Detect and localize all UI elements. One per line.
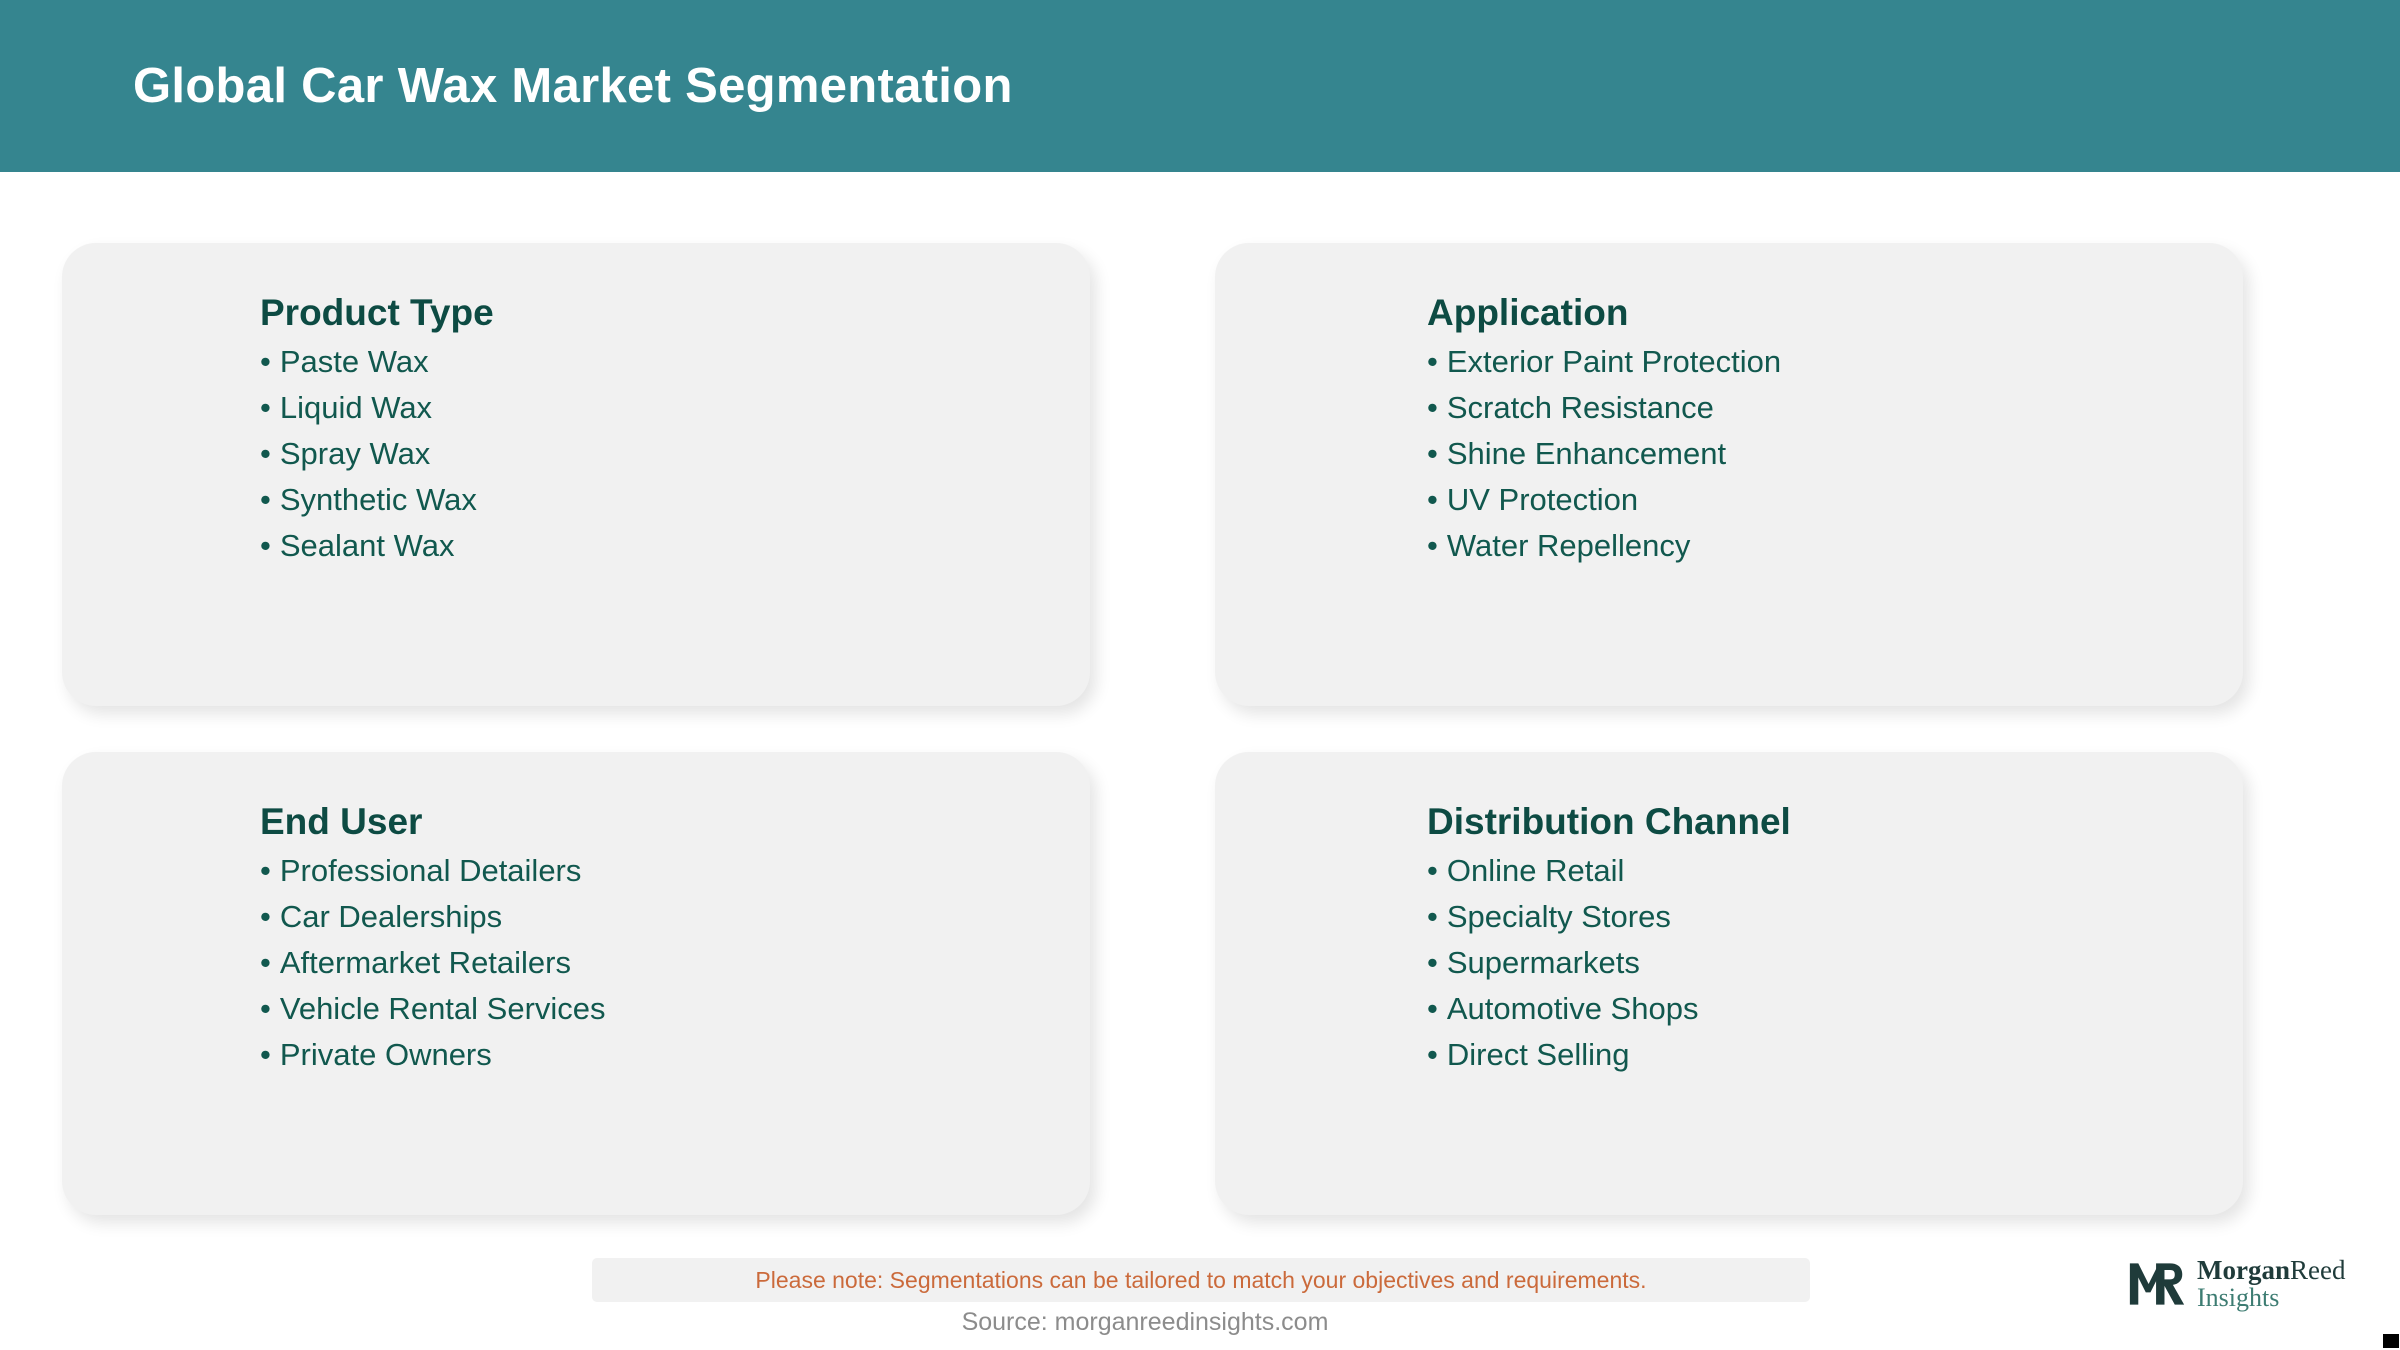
bullet-icon: • [1427, 481, 1438, 517]
bullet-icon: • [1427, 898, 1438, 934]
list-item-label: Specialty Stores [1446, 898, 1671, 934]
list-item: • Specialty Stores [1427, 894, 1791, 940]
bullet-icon: • [260, 1036, 271, 1072]
bullet-icon: • [260, 481, 271, 517]
card-body: Application • Exterior Paint Protection •… [1427, 292, 1781, 569]
list-item: • UV Protection [1427, 477, 1781, 523]
card-body: Product Type • Paste Wax • Liquid Wax • Spr… [260, 292, 494, 569]
list-item-label: Scratch Resistance [1446, 389, 1714, 425]
note-text: Please note: Segmentations can be tailor… [755, 1266, 1647, 1293]
list-item: • Shine Enhancement [1427, 431, 1781, 477]
list-item: • Liquid Wax [260, 385, 494, 431]
list-item-label: Car Dealerships [279, 898, 503, 934]
card-heading: End User [260, 801, 423, 842]
mr-monogram-icon [2129, 1263, 2185, 1305]
bullet-icon: • [1427, 944, 1438, 980]
card-item-list: • Paste Wax • Liquid Wax • Spray Wax • Synth… [260, 339, 494, 569]
list-item: • Aftermarket Retailers [260, 940, 606, 986]
bullet-icon: • [260, 852, 271, 888]
list-item-label: Synthetic Wax [279, 481, 477, 517]
footer: Please note: Segmentations can be tailor… [0, 1240, 2400, 1350]
list-item: • Exterior Paint Protection [1427, 339, 1781, 385]
list-item: • Online Retail [1427, 848, 1791, 894]
list-item-label: Shine Enhancement [1446, 435, 1727, 471]
bullet-icon: • [260, 435, 271, 471]
list-item-label: Direct Selling [1446, 1036, 1630, 1072]
list-item: • Direct Selling [1427, 1032, 1791, 1078]
logo-word-insights: Insights [2197, 1282, 2280, 1312]
list-item: • Private Owners [260, 1032, 606, 1078]
list-item: • Water Repellency [1427, 523, 1781, 569]
list-item: • Automotive Shops [1427, 986, 1791, 1032]
note-banner: Please note: Segmentations can be tailor… [592, 1258, 1810, 1302]
page-title: Global Car Wax Market Segmentation [133, 58, 1013, 113]
list-item: • Spray Wax [260, 431, 494, 477]
bullet-icon: • [260, 944, 271, 980]
bullet-icon: • [1427, 343, 1438, 379]
bullet-icon: • [260, 990, 271, 1026]
logo-word-morgan: Morgan [2197, 1255, 2290, 1285]
bullet-icon: • [260, 343, 271, 379]
list-item: • Paste Wax [260, 339, 494, 385]
list-item-label: Paste Wax [279, 343, 429, 379]
card-body: End User • Professional Detailers • Car De… [260, 801, 606, 1078]
list-item: • Professional Detailers [260, 848, 606, 894]
list-item-label: Aftermarket Retailers [279, 944, 571, 980]
list-item: • Scratch Resistance [1427, 385, 1781, 431]
segmentation-card-product-type[interactable]: Product Type • Paste Wax • Liquid Wax • Spr… [62, 243, 1090, 706]
bullet-icon: • [1427, 389, 1438, 425]
list-item-label: Professional Detailers [279, 852, 582, 888]
card-heading: Distribution Channel [1427, 801, 1791, 842]
list-item-label: Water Repellency [1446, 527, 1691, 563]
bullet-icon: • [260, 389, 271, 425]
list-item: • Vehicle Rental Services [260, 986, 606, 1032]
header-band: Global Car Wax Market Segmentation [0, 0, 2400, 172]
card-heading: Application [1427, 292, 1629, 333]
logo-line-primary: MorganReed [2197, 1255, 2346, 1285]
bullet-icon: • [1427, 435, 1438, 471]
logo-wordmark: MorganReed Insights [2197, 1255, 2346, 1312]
segmentation-card-application[interactable]: Application • Exterior Paint Protection •… [1215, 243, 2243, 706]
corner-mark [2383, 1334, 2399, 1348]
list-item-label: Spray Wax [279, 435, 431, 471]
card-item-list: • Exterior Paint Protection • Scratch Resi… [1427, 339, 1781, 569]
list-item-label: Private Owners [279, 1036, 492, 1072]
bullet-icon: • [260, 898, 271, 934]
list-item: • Synthetic Wax [260, 477, 494, 523]
segmentation-card-distribution-channel[interactable]: Distribution Channel • Online Retail • Spe… [1215, 752, 2243, 1215]
bullet-icon: • [1427, 852, 1438, 888]
list-item: • Sealant Wax [260, 523, 494, 569]
card-item-list: • Professional Detailers • Car Dealerships… [260, 848, 606, 1078]
list-item: • Supermarkets [1427, 940, 1791, 986]
segmentation-card-end-user[interactable]: End User • Professional Detailers • Car De… [62, 752, 1090, 1215]
list-item-label: Online Retail [1446, 852, 1625, 888]
list-item-label: Exterior Paint Protection [1446, 343, 1782, 379]
bullet-icon: • [1427, 527, 1438, 563]
list-item-label: Sealant Wax [279, 527, 455, 563]
bullet-icon: • [1427, 990, 1438, 1026]
list-item-label: Automotive Shops [1446, 990, 1699, 1026]
segmentation-card-grid: Product Type • Paste Wax • Liquid Wax • Spr… [0, 172, 2400, 1232]
card-item-list: • Online Retail • Specialty Stores • Superm… [1427, 848, 1791, 1078]
list-item-label: Supermarkets [1446, 944, 1640, 980]
list-item: • Car Dealerships [260, 894, 606, 940]
list-item-label: Liquid Wax [279, 389, 433, 425]
bullet-icon: • [260, 527, 271, 563]
card-body: Distribution Channel • Online Retail • Spe… [1427, 801, 1791, 1078]
list-item-label: UV Protection [1446, 481, 1639, 517]
card-heading: Product Type [260, 292, 494, 333]
source-text: Source: morganreedinsights.com [961, 1308, 1329, 1336]
logo-word-reed: Reed [2289, 1255, 2346, 1285]
brand-logo[interactable]: MorganReed Insights [2128, 1255, 2346, 1312]
bullet-icon: • [1427, 1036, 1438, 1072]
list-item-label: Vehicle Rental Services [279, 990, 606, 1026]
